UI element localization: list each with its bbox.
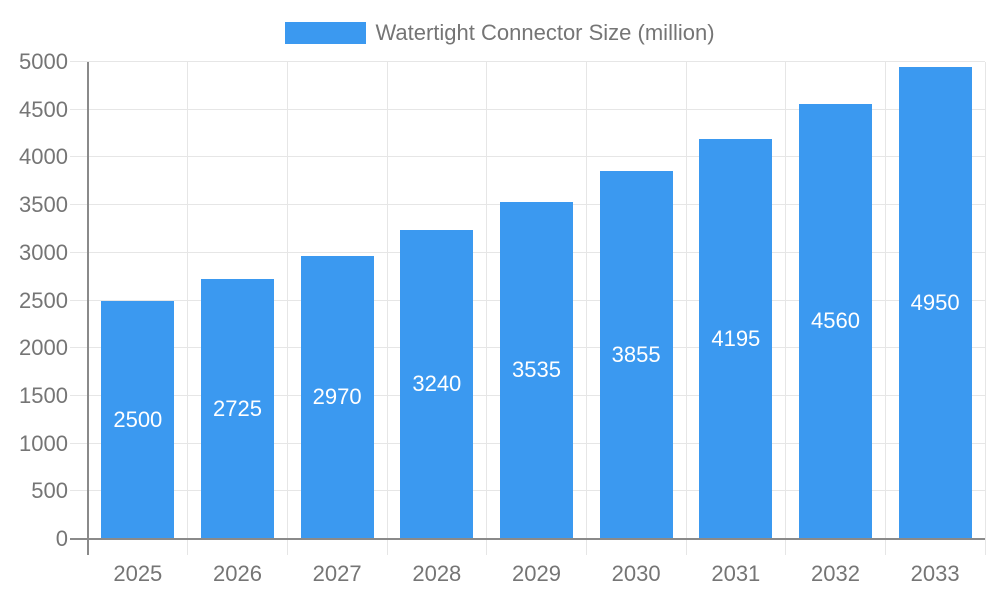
legend-label: Watertight Connector Size (million) (375, 20, 715, 45)
y-axis-tick-label: 1000 (19, 430, 68, 456)
y-axis-tick-label: 3500 (19, 192, 68, 218)
legend-item[interactable]: Watertight Connector Size (million) (0, 20, 1000, 45)
gridline-h (70, 156, 985, 158)
bar-value-label: 4560 (811, 308, 860, 334)
gridline-v (286, 62, 288, 555)
bar-value-label: 2500 (113, 406, 163, 432)
x-axis-tick-label: 2031 (711, 561, 761, 586)
bar-2025[interactable]: 2500 (101, 300, 175, 539)
gridline-v (187, 62, 189, 555)
gridline-v (984, 62, 986, 555)
gridline-h (70, 61, 985, 62)
gridline-v (386, 62, 388, 555)
gridline-v (785, 62, 787, 555)
gridline-v (884, 62, 886, 555)
gridline-v (685, 62, 687, 555)
bar-2028[interactable]: 3240 (400, 229, 474, 539)
y-axis-tick-label: 2500 (19, 287, 68, 313)
bar-value-label: 4195 (711, 325, 761, 351)
bar-value-label: 3855 (611, 342, 661, 368)
bar-2032[interactable]: 4560 (799, 103, 872, 539)
bar-2029[interactable]: 3535 (500, 201, 573, 539)
y-axis-tick-label: 4500 (19, 96, 68, 122)
x-axis-tick-label: 2033 (910, 561, 960, 586)
legend-swatch (285, 22, 367, 44)
y-axis-tick-label: 1500 (19, 382, 68, 408)
x-axis-tick-label: 2028 (412, 561, 462, 586)
bar-2033[interactable]: 4950 (898, 66, 972, 539)
x-axis-line (70, 538, 985, 540)
y-axis-tick-label: 500 (31, 478, 68, 504)
bar-2031[interactable]: 4195 (699, 138, 773, 539)
y-axis-tick-label: 5000 (19, 49, 68, 74)
bar-2027[interactable]: 2970 (300, 255, 374, 539)
bar-2026[interactable]: 2725 (201, 279, 274, 539)
x-axis-tick-label: 2026 (213, 561, 262, 586)
gridline-v (486, 62, 488, 555)
bar-value-label: 2725 (213, 396, 262, 421)
x-axis-tick-label: 2029 (512, 561, 561, 586)
x-axis-tick-label: 2027 (312, 561, 362, 586)
bar-value-label: 3535 (512, 357, 561, 383)
y-axis-line (87, 62, 89, 555)
gridline-v (585, 62, 587, 555)
x-axis-tick-label: 2025 (113, 561, 163, 586)
gridline-h (70, 108, 985, 110)
y-axis-tick-label: 0 (55, 526, 68, 551)
x-axis-tick-label: 2030 (611, 561, 661, 586)
bar-value-label: 3240 (412, 371, 462, 397)
y-axis-tick-label: 4000 (19, 144, 68, 170)
y-axis-tick-label: 2000 (19, 335, 68, 361)
y-axis-tick-label: 3000 (19, 239, 68, 265)
x-axis-tick-label: 2032 (811, 561, 860, 586)
bar-2030[interactable]: 3855 (599, 171, 673, 539)
bar-value-label: 2970 (312, 384, 362, 410)
bar-value-label: 4950 (910, 289, 960, 315)
